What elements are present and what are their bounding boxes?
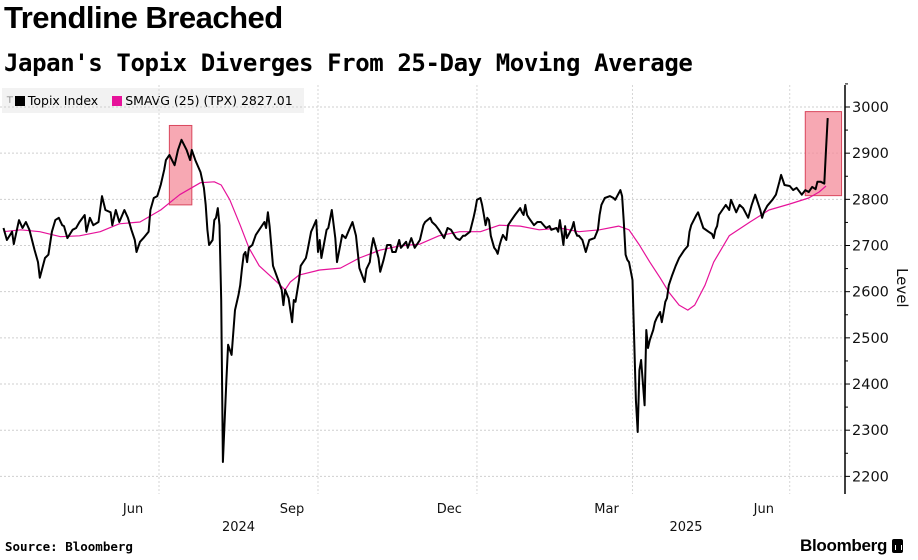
legend-pin-icon: ⊤ — [6, 95, 14, 106]
brand-label: Bloomberg — [800, 536, 888, 555]
bloomberg-logo-icon — [892, 539, 904, 553]
chart-subtitle: Japan's Topix Diverges From 25-Day Movin… — [4, 49, 693, 77]
y-tick-label: 2300 — [852, 423, 889, 439]
grid — [0, 85, 845, 494]
legend-label-topix: Topix Index — [27, 93, 99, 108]
y-tick-label: 2800 — [852, 192, 889, 208]
x-tick-label: Mar — [594, 502, 619, 517]
y-axis: 2200 2300 2400 2500 2600 2700 2800 2900 3000 — [844, 83, 889, 494]
legend-swatch-smavg — [112, 95, 123, 106]
series-smavg-line — [3, 181, 827, 311]
highlight-box — [168, 124, 193, 206]
legend-item-topix[interactable]: ⊤ Topix Index — [6, 93, 98, 108]
x-tick-label: Jun — [122, 502, 143, 517]
source-note: Source: Bloomberg — [5, 539, 133, 554]
series-topix-line — [2, 118, 829, 463]
x-tick-label: Dec — [437, 502, 462, 517]
y-tick-label: 2500 — [852, 331, 889, 347]
x-axis-labels: Jun Sep Dec Mar Jun 2024 2025 — [122, 502, 774, 535]
y-tick-label: 3000 — [852, 100, 889, 116]
bloomberg-brand: Bloomberg — [800, 536, 904, 556]
y-tick-label: 2200 — [852, 469, 889, 485]
x-tick-label: Jun — [753, 502, 774, 517]
x-year-label: 2025 — [669, 520, 702, 535]
x-tick-label: Sep — [280, 502, 305, 517]
chart-title: Trendline Breached — [4, 0, 283, 35]
highlight-boxes — [168, 111, 843, 206]
legend-label-smavg: SMAVG (25) (TPX) 2827.01 — [125, 93, 293, 108]
y-tick-label: 2600 — [852, 285, 889, 301]
legend: ⊤ Topix Index SMAVG (25) (TPX) 2827.01 — [2, 88, 304, 113]
y-tick-label: 2400 — [852, 377, 889, 393]
y-tick-label: 2700 — [852, 239, 889, 255]
legend-swatch-topix — [14, 95, 25, 106]
legend-item-smavg[interactable]: SMAVG (25) (TPX) 2827.01 — [112, 93, 293, 108]
x-year-label: 2024 — [222, 520, 255, 535]
y-axis-title: Level — [893, 268, 911, 308]
y-tick-label: 2900 — [852, 146, 889, 162]
series-lines — [2, 118, 829, 463]
